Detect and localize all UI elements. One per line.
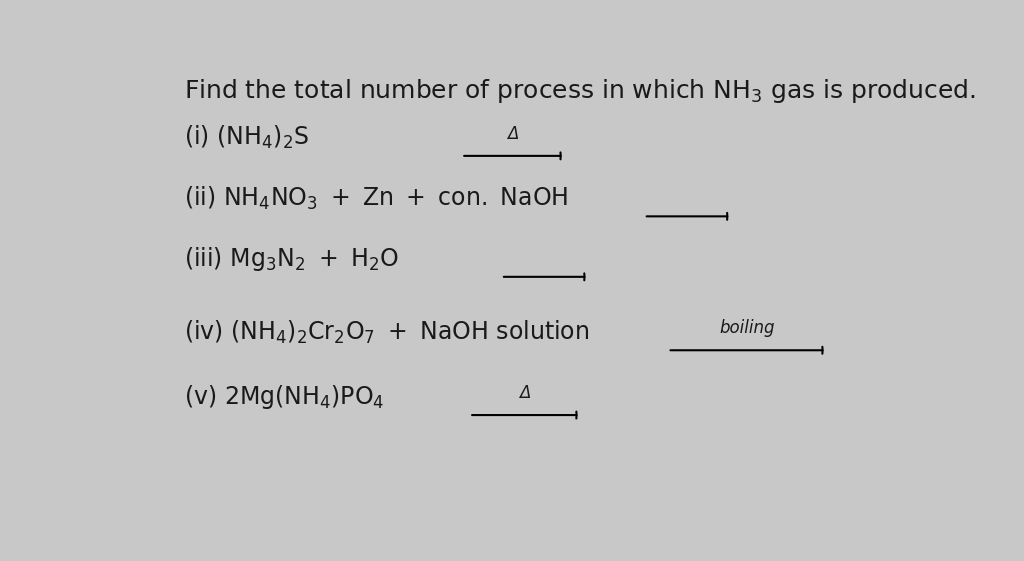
Text: $\mathregular{(iii)\ Mg_3N_2\ +\ H_2O}$: $\mathregular{(iii)\ Mg_3N_2\ +\ H_2O}$ [183,245,398,273]
Text: Find the total number of process in which $\mathregular{NH_3}$ gas is produced.: Find the total number of process in whic… [183,76,975,104]
Text: Δ: Δ [519,384,530,402]
Text: $\mathregular{(i)\ (NH_4)_2S}$: $\mathregular{(i)\ (NH_4)_2S}$ [183,124,308,151]
Text: $\mathregular{(iv)\ (NH_4)_2Cr_2O_7\ +\ NaOH\ solution}$: $\mathregular{(iv)\ (NH_4)_2Cr_2O_7\ +\ … [183,319,589,346]
Text: boiling: boiling [719,319,775,337]
Text: $\mathregular{(v)\ 2Mg(NH_4)PO_4}$: $\mathregular{(v)\ 2Mg(NH_4)PO_4}$ [183,383,384,411]
Text: $\mathregular{(ii)\ NH_4NO_3\ +\ Zn\ +\ con.\ NaOH}$: $\mathregular{(ii)\ NH_4NO_3\ +\ Zn\ +\ … [183,185,567,211]
Text: Δ: Δ [507,125,518,143]
